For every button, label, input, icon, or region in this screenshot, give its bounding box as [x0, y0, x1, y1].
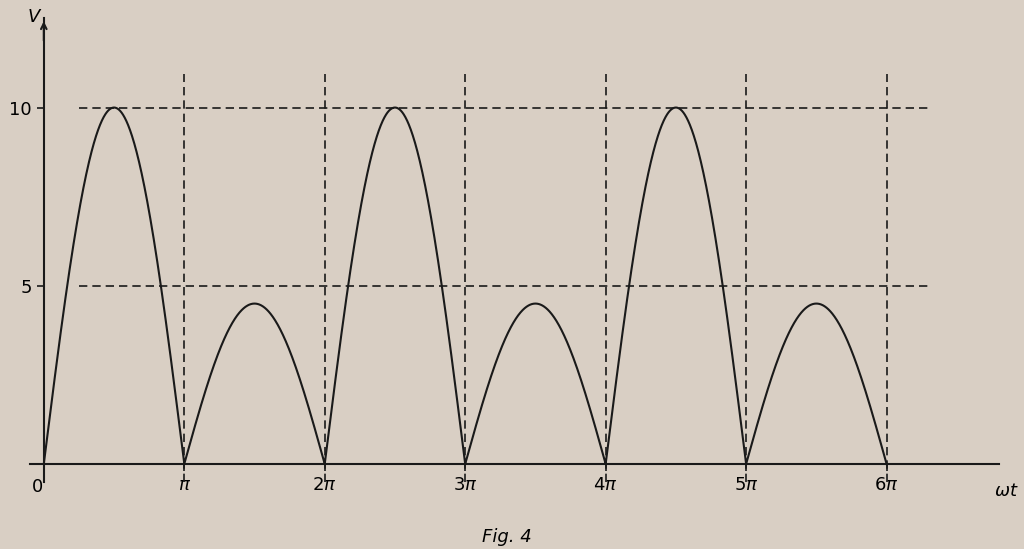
Text: 0: 0 [32, 478, 43, 496]
Text: $\omega t$: $\omega t$ [993, 482, 1018, 500]
Text: Fig. 4: Fig. 4 [482, 528, 532, 546]
Text: $V$: $V$ [28, 8, 43, 26]
